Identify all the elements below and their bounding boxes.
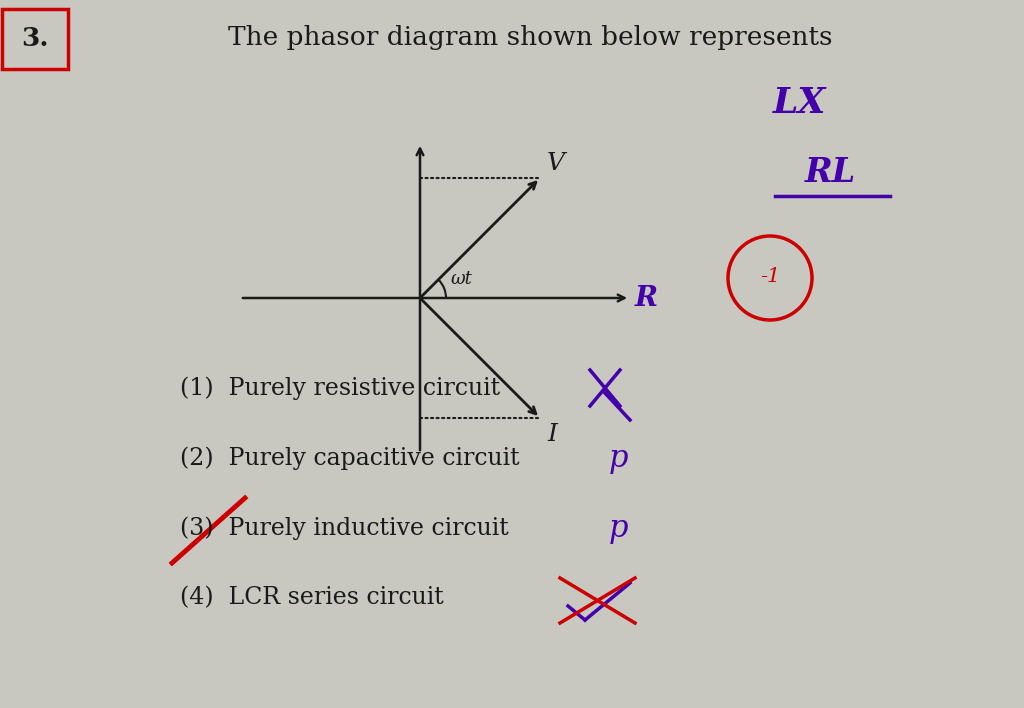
Text: 3.: 3.	[22, 25, 49, 50]
Text: The phasor diagram shown below represents: The phasor diagram shown below represent…	[227, 25, 833, 50]
Text: (4)  LCR series circuit: (4) LCR series circuit	[180, 586, 443, 610]
Text: ωt: ωt	[450, 270, 472, 288]
Text: p: p	[608, 442, 628, 474]
FancyBboxPatch shape	[2, 9, 68, 69]
Text: R: R	[635, 285, 658, 312]
Text: (1)  Purely resistive circuit: (1) Purely resistive circuit	[180, 376, 500, 400]
Text: I: I	[547, 423, 557, 446]
Text: LX: LX	[773, 86, 826, 120]
Text: (3)  Purely inductive circuit: (3) Purely inductive circuit	[180, 516, 509, 539]
Text: (2)  Purely capacitive circuit: (2) Purely capacitive circuit	[180, 446, 519, 470]
Text: V: V	[547, 152, 565, 175]
Text: p: p	[608, 513, 628, 544]
Text: RL: RL	[805, 156, 856, 190]
Text: -1: -1	[760, 266, 780, 285]
